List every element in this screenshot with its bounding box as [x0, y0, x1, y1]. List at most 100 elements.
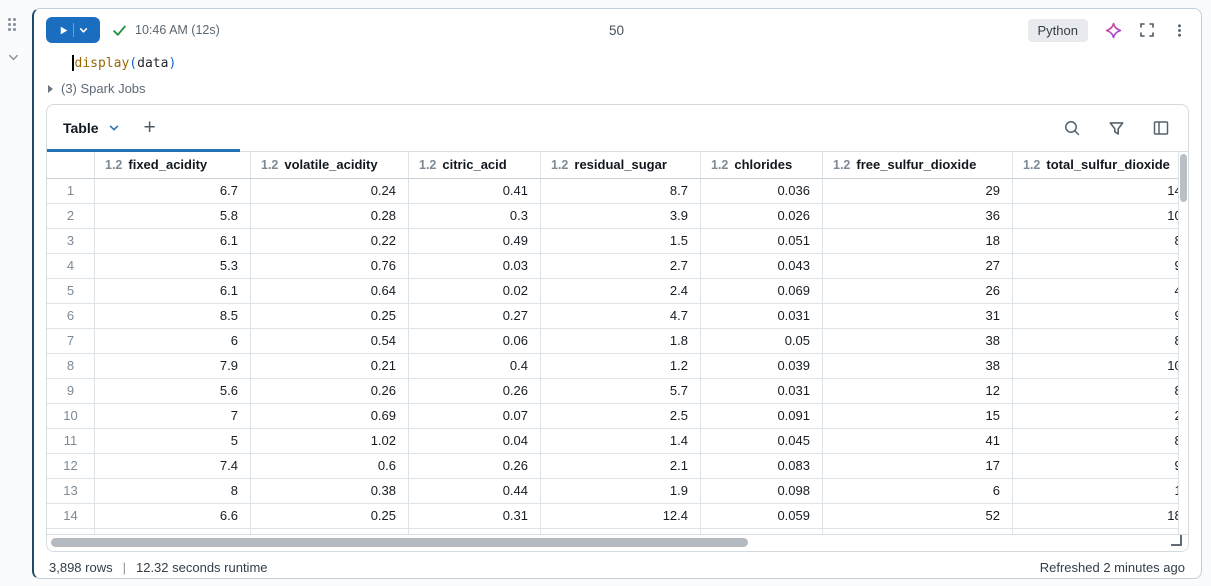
data-cell: 3.9 [541, 204, 701, 229]
success-check-icon [112, 23, 127, 38]
numeric-type-icon: 1.2 [261, 158, 279, 172]
column-header-free_sulfur_dioxide[interactable]: 1.2 free_sulfur_dioxide [823, 152, 1013, 179]
fullscreen-icon[interactable] [1139, 22, 1155, 38]
data-cell: 41 [823, 429, 1013, 454]
code-editor[interactable]: display(data) [72, 54, 1201, 72]
numeric-type-icon: 1.2 [711, 158, 729, 172]
data-cell: 2.7 [541, 254, 701, 279]
data-cell: 0.031 [701, 304, 823, 329]
data-cell: 0.26 [251, 379, 409, 404]
data-cell: 0.031 [701, 379, 823, 404]
code-function: display [74, 55, 130, 71]
column-name: fixed_acidity [128, 157, 208, 172]
data-cell: 15 [1013, 479, 1188, 504]
add-visualization-button[interactable]: + [143, 116, 156, 139]
data-cell: 1.8 [541, 329, 701, 354]
data-cell: 1.02 [251, 429, 409, 454]
column-name: volatile_acidity [284, 157, 378, 172]
table-row: 16.70.240.418.70.03629145 [47, 179, 1188, 204]
data-cell: 38 [823, 329, 1013, 354]
run-cell-button[interactable] [46, 17, 100, 43]
data-cell: 52 [823, 504, 1013, 529]
collapse-cell-icon[interactable] [7, 51, 28, 64]
language-badge[interactable]: Python [1027, 18, 1088, 42]
column-header-total_sulfur_dioxide[interactable]: 1.2 total_sulfur_dioxide [1013, 152, 1188, 179]
data-cell: 38 [823, 354, 1013, 379]
row-number-cell [47, 529, 95, 534]
data-cell: 87 [1013, 229, 1188, 254]
row-number-cell: 13 [47, 479, 95, 504]
row-number-cell: 10 [47, 404, 95, 429]
data-cell: 0.28 [251, 204, 409, 229]
column-header-chlorides[interactable]: 1.2 chlorides [701, 152, 823, 179]
data-cell: 0.3 [409, 204, 541, 229]
data-cell: 103 [1013, 204, 1188, 229]
column-header-volatile_acidity[interactable]: 1.2 volatile_acidity [251, 152, 409, 179]
columns-panel-icon[interactable] [1152, 119, 1170, 137]
data-cell: 2.1 [541, 454, 701, 479]
data-cell [701, 529, 823, 534]
table-viewport: 1.2 fixed_acidity 1.2 volatile_acidity 1.2 ci… [47, 152, 1188, 535]
tab-table[interactable]: Table [63, 120, 120, 136]
data-cell: 36 [823, 204, 1013, 229]
data-cell: 0.25 [251, 504, 409, 529]
data-cell: 12 [823, 379, 1013, 404]
vertical-scrollbar-thumb[interactable] [1180, 154, 1187, 202]
data-cell: 8.7 [541, 179, 701, 204]
notebook-cell: 10:46 AM (12s) 50 Python [32, 8, 1202, 579]
run-options-chevron-icon[interactable] [78, 25, 89, 36]
data-cell: 6.6 [95, 504, 251, 529]
spark-jobs-toggle[interactable]: (3) Spark Jobs [48, 81, 1201, 96]
data-cell: 0.21 [251, 354, 409, 379]
data-cell: 8 [95, 479, 251, 504]
column-name: chlorides [734, 157, 793, 172]
data-cell: 0.6 [251, 454, 409, 479]
search-icon[interactable] [1063, 119, 1081, 137]
data-cell: 6.1 [95, 229, 251, 254]
runtime-label: 12.32 seconds runtime [135, 559, 268, 575]
data-cell: 0.38 [251, 479, 409, 504]
data-cell: 0.41 [409, 179, 541, 204]
column-header-citric_acid[interactable]: 1.2 citric_acid [409, 152, 541, 179]
data-cell: 1.2 [541, 354, 701, 379]
column-header-fixed_acidity[interactable]: 1.2 fixed_acidity [95, 152, 251, 179]
data-cell: 7.4 [95, 454, 251, 479]
data-cell: 1.4 [541, 429, 701, 454]
data-cell: 0.069 [701, 279, 823, 304]
data-cell: 0.22 [251, 229, 409, 254]
code-paren-open: ( [129, 55, 138, 71]
results-resize-handle[interactable] [1171, 535, 1182, 546]
data-cell: 29 [823, 179, 1013, 204]
data-cell: 15 [823, 404, 1013, 429]
data-cell: 0.24 [251, 179, 409, 204]
data-cell: 0.045 [701, 429, 823, 454]
results-statusbar: 3,898 rows | 12.32 seconds runtime Refre… [34, 552, 1201, 582]
header-gutter-cell [47, 152, 95, 179]
data-cell: 0.036 [701, 179, 823, 204]
drag-handle-icon[interactable] [8, 18, 18, 33]
data-cell: 0.76 [251, 254, 409, 279]
tab-chevron-down-icon[interactable] [108, 122, 120, 134]
code-paren-close: ) [168, 55, 177, 71]
column-name: citric_acid [442, 157, 507, 172]
filter-icon[interactable] [1108, 120, 1125, 137]
data-cell: 92 [1013, 304, 1188, 329]
data-cell: 0.083 [701, 454, 823, 479]
data-cell: 2.5 [541, 404, 701, 429]
play-icon [58, 25, 69, 36]
data-cell: 0.051 [701, 229, 823, 254]
data-cell: 6 [823, 479, 1013, 504]
numeric-type-icon: 1.2 [551, 158, 569, 172]
column-header-residual_sugar[interactable]: 1.2 residual_sugar [541, 152, 701, 179]
row-number-cell: 9 [47, 379, 95, 404]
data-cell: 6.1 [95, 279, 251, 304]
row-number-cell: 8 [47, 354, 95, 379]
vertical-scrollbar[interactable] [1178, 152, 1188, 534]
assistant-sparkle-icon[interactable] [1105, 22, 1122, 39]
horizontal-scrollbar[interactable] [47, 535, 1188, 551]
horizontal-scrollbar-thumb[interactable] [51, 538, 748, 547]
code-argument: data [137, 55, 169, 71]
cell-kebab-menu-icon[interactable] [1172, 23, 1187, 38]
data-cell: 0.64 [251, 279, 409, 304]
